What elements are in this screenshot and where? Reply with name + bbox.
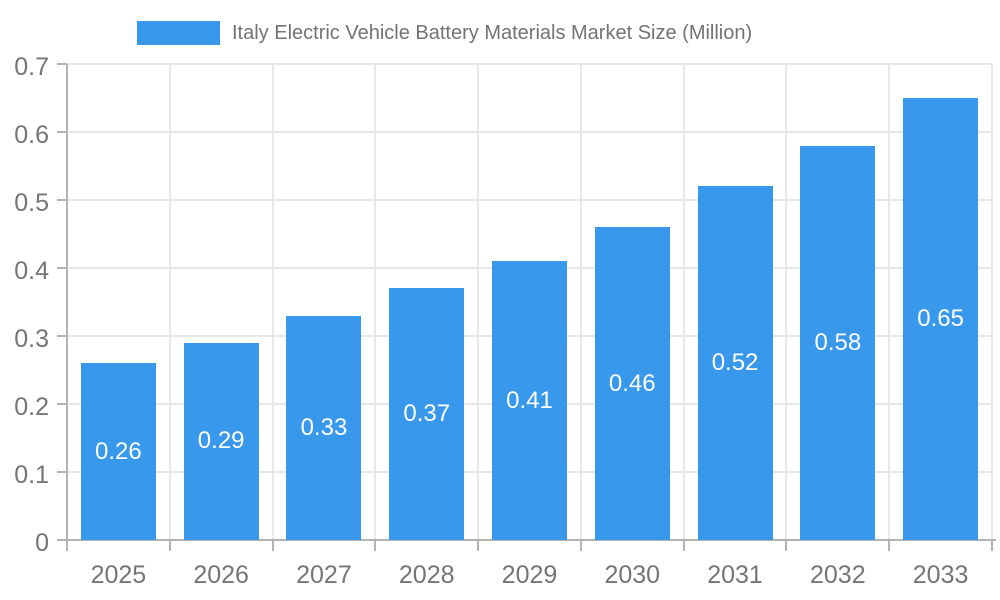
y-axis-tick xyxy=(57,199,67,201)
y-tick-label: 0.1 xyxy=(14,461,49,489)
v-gridline xyxy=(168,64,171,540)
y-tick-label: 0.6 xyxy=(14,121,49,149)
y-axis-tick xyxy=(57,131,67,133)
v-gridline xyxy=(785,64,788,540)
x-axis-tick xyxy=(785,540,788,551)
x-tick-label: 2033 xyxy=(912,561,969,589)
v-gridline xyxy=(374,64,377,540)
x-axis-tick xyxy=(579,540,582,551)
x-tick-label: 2025 xyxy=(90,561,147,589)
y-axis-tick xyxy=(57,471,67,473)
x-tick-label: 2028 xyxy=(398,561,455,589)
y-axis-tick xyxy=(57,403,67,405)
y-axis-tick xyxy=(57,63,67,65)
bar-value-label: 0.46 xyxy=(608,369,656,397)
v-gridline xyxy=(579,64,582,540)
h-gridline xyxy=(67,131,992,133)
bar[interactable]: 0.52 xyxy=(697,186,773,540)
h-gridline xyxy=(67,199,992,201)
bar[interactable]: 0.33 xyxy=(286,315,362,540)
x-axis-line xyxy=(57,539,996,541)
y-tick-label: 0.7 xyxy=(14,53,49,81)
x-tick-label: 2029 xyxy=(501,561,558,589)
v-gridline xyxy=(888,64,891,540)
x-axis-tick xyxy=(991,540,993,551)
bar-value-label: 0.33 xyxy=(300,413,348,441)
bar-value-label: 0.65 xyxy=(917,305,964,332)
y-axis-tick xyxy=(57,267,67,269)
h-gridline xyxy=(67,63,992,65)
bar-value-label: 0.29 xyxy=(197,427,245,455)
x-axis-tick xyxy=(66,540,68,551)
bar[interactable]: 0.26 xyxy=(80,363,156,540)
x-axis-tick xyxy=(168,540,171,551)
bar[interactable]: 0.46 xyxy=(594,227,670,540)
v-gridline xyxy=(991,64,993,540)
x-tick-label: 2030 xyxy=(604,561,661,589)
bar-value-label: 0.26 xyxy=(95,437,142,465)
x-axis-tick xyxy=(682,540,685,551)
bar[interactable]: 0.37 xyxy=(389,288,465,540)
bar[interactable]: 0.29 xyxy=(183,342,259,540)
y-axis-line xyxy=(66,64,68,551)
chart-title: Italy Electric Vehicle Battery Materials… xyxy=(232,21,753,44)
x-tick-label: 2031 xyxy=(707,561,763,589)
x-axis-tick xyxy=(374,540,377,551)
bar-value-label: 0.52 xyxy=(711,349,759,377)
x-axis-tick xyxy=(271,540,274,551)
bar[interactable]: 0.65 xyxy=(903,98,979,540)
y-tick-label: 0.4 xyxy=(14,257,49,285)
y-tick-label: 0 xyxy=(35,529,49,557)
x-tick-label: 2027 xyxy=(296,561,352,589)
v-gridline xyxy=(682,64,685,540)
bar-value-label: 0.41 xyxy=(506,386,553,414)
bar[interactable]: 0.41 xyxy=(492,261,567,540)
x-axis-tick xyxy=(477,540,480,551)
y-tick-label: 0.3 xyxy=(14,325,49,353)
x-tick-label: 2026 xyxy=(193,561,249,589)
y-tick-label: 0.2 xyxy=(14,393,49,421)
y-tick-label: 0.5 xyxy=(14,189,49,217)
v-gridline xyxy=(477,64,480,540)
bar-value-label: 0.37 xyxy=(403,400,451,428)
bar-value-label: 0.58 xyxy=(814,328,862,356)
y-axis-tick xyxy=(57,539,67,541)
x-tick-label: 2032 xyxy=(810,561,866,589)
x-axis-tick xyxy=(888,540,891,551)
y-axis-tick xyxy=(57,335,67,337)
bar[interactable]: 0.58 xyxy=(800,145,876,540)
v-gridline xyxy=(271,64,274,540)
legend-item[interactable]: Italy Electric Vehicle Battery Materials… xyxy=(137,20,752,46)
legend-swatch-icon xyxy=(137,21,220,45)
